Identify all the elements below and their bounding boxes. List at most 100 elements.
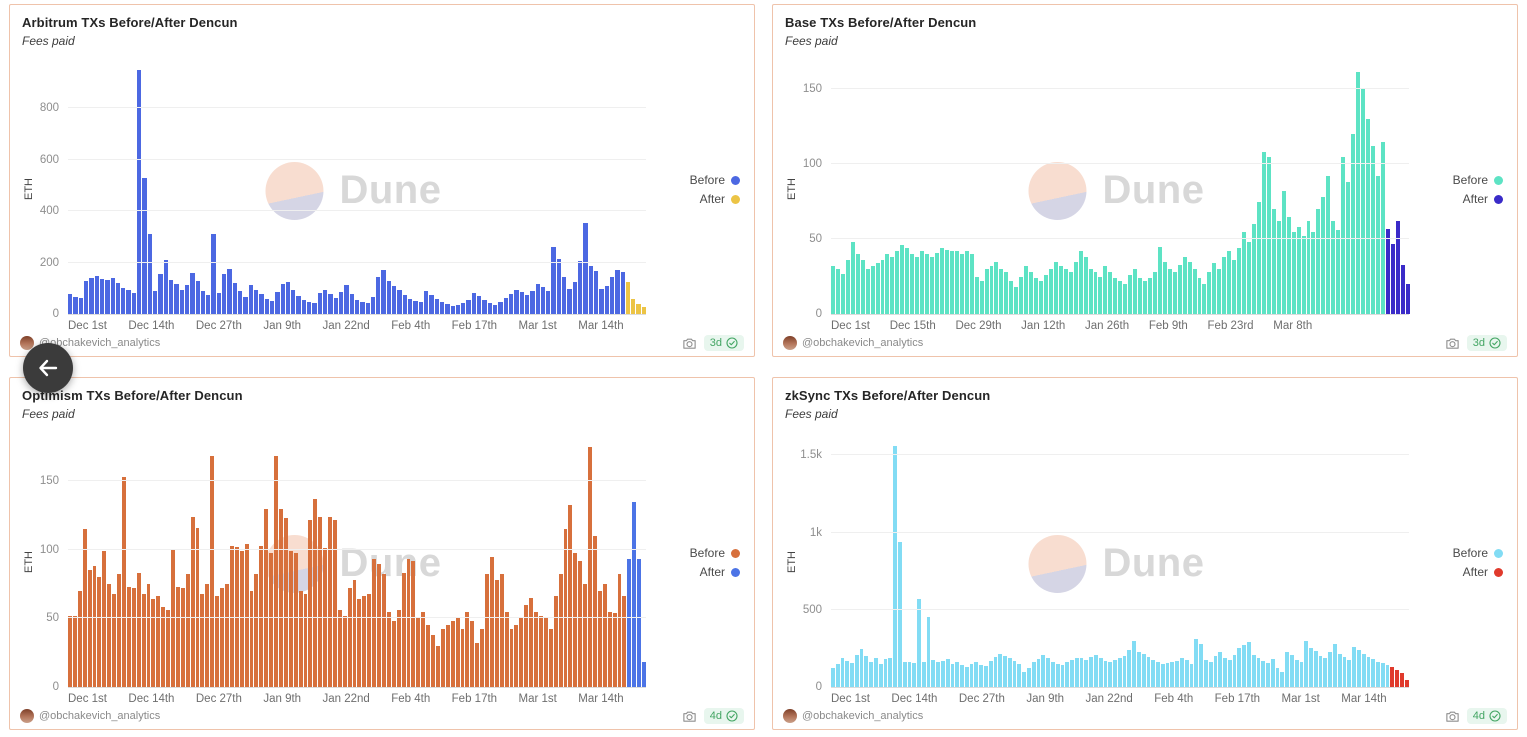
- bar-before[interactable]: [994, 261, 999, 314]
- bar-before[interactable]: [1098, 658, 1103, 687]
- bar-before[interactable]: [105, 280, 110, 314]
- bar-before[interactable]: [360, 301, 365, 314]
- bar-before[interactable]: [1328, 651, 1333, 687]
- bar-before[interactable]: [110, 277, 115, 314]
- bar-before[interactable]: [190, 516, 195, 687]
- bar-before[interactable]: [318, 516, 323, 687]
- bar-before[interactable]: [313, 499, 318, 687]
- bar-before[interactable]: [1251, 655, 1256, 687]
- bar-before[interactable]: [1301, 236, 1306, 314]
- bar-before[interactable]: [435, 645, 440, 687]
- bar-before[interactable]: [840, 273, 845, 314]
- bar-before[interactable]: [372, 559, 377, 687]
- bar-before[interactable]: [382, 574, 386, 687]
- bar-before[interactable]: [200, 291, 206, 314]
- bar-before[interactable]: [534, 611, 538, 687]
- bar-before[interactable]: [989, 266, 994, 314]
- bar-before[interactable]: [354, 299, 360, 314]
- bar-before[interactable]: [195, 281, 200, 314]
- bar-before[interactable]: [1103, 660, 1108, 687]
- bar-before[interactable]: [907, 662, 912, 687]
- bar-before[interactable]: [401, 573, 406, 687]
- bar-before[interactable]: [514, 625, 519, 687]
- bar-before[interactable]: [102, 551, 107, 687]
- bar-before[interactable]: [411, 560, 416, 687]
- bar-before[interactable]: [895, 251, 900, 314]
- bar-before[interactable]: [1337, 653, 1342, 687]
- bar-before[interactable]: [588, 266, 593, 314]
- bar-before[interactable]: [1165, 663, 1170, 687]
- bar-before[interactable]: [174, 283, 179, 314]
- bar-after[interactable]: [631, 299, 636, 314]
- bar-before[interactable]: [597, 590, 602, 687]
- bar-before[interactable]: [280, 283, 285, 314]
- bar-before[interactable]: [1286, 216, 1291, 314]
- bar-before[interactable]: [180, 588, 185, 687]
- bar-before[interactable]: [470, 621, 475, 687]
- bar-before[interactable]: [253, 289, 259, 314]
- bar-before[interactable]: [357, 599, 362, 687]
- bar-before[interactable]: [487, 303, 492, 314]
- bar-before[interactable]: [578, 261, 583, 314]
- bar-before[interactable]: [1003, 656, 1007, 687]
- bar-before[interactable]: [1132, 640, 1136, 687]
- bar-before[interactable]: [519, 292, 524, 314]
- bar-before[interactable]: [1199, 643, 1203, 687]
- bar-before[interactable]: [1146, 656, 1151, 687]
- bar-before[interactable]: [349, 293, 354, 314]
- bar-after[interactable]: [1405, 284, 1410, 314]
- bar-before[interactable]: [888, 657, 893, 687]
- bar-before[interactable]: [1361, 653, 1366, 687]
- bar-before[interactable]: [1128, 275, 1133, 314]
- bar-before[interactable]: [954, 251, 959, 314]
- bar-before[interactable]: [156, 596, 161, 687]
- bar-before[interactable]: [338, 292, 344, 314]
- bar-before[interactable]: [195, 527, 200, 687]
- bar-before[interactable]: [1189, 663, 1194, 687]
- bar-before[interactable]: [1089, 656, 1093, 687]
- bar-before[interactable]: [615, 269, 620, 314]
- bar-after[interactable]: [1390, 243, 1395, 314]
- bar-before[interactable]: [68, 293, 73, 314]
- bar-before[interactable]: [275, 292, 280, 314]
- bar-before[interactable]: [1108, 272, 1113, 314]
- bar-before[interactable]: [461, 303, 466, 314]
- bar-before[interactable]: [964, 666, 969, 687]
- bar-before[interactable]: [1380, 141, 1385, 314]
- bar-before[interactable]: [1294, 659, 1299, 687]
- legend-item-after[interactable]: After: [690, 565, 740, 579]
- bar-before[interactable]: [1326, 176, 1331, 314]
- bar-before[interactable]: [312, 302, 317, 314]
- bar-before[interactable]: [296, 296, 301, 314]
- bar-before[interactable]: [1073, 261, 1078, 314]
- bar-before[interactable]: [540, 286, 546, 314]
- bar-before[interactable]: [471, 293, 477, 314]
- bar-before[interactable]: [993, 656, 998, 687]
- bar-before[interactable]: [543, 618, 548, 687]
- bar-before[interactable]: [831, 668, 835, 687]
- bar-before[interactable]: [1170, 662, 1175, 687]
- bar-before[interactable]: [1352, 646, 1356, 687]
- bar-before[interactable]: [979, 281, 984, 314]
- bar-before[interactable]: [301, 299, 307, 314]
- refresh-badge[interactable]: 4d: [1466, 708, 1507, 724]
- bar-before[interactable]: [429, 295, 434, 314]
- bar-before[interactable]: [269, 301, 275, 314]
- bar-before[interactable]: [1318, 656, 1323, 687]
- bar-before[interactable]: [121, 477, 126, 687]
- legend-item-after[interactable]: After: [690, 192, 740, 206]
- bar-before[interactable]: [220, 588, 224, 687]
- bar-before[interactable]: [1053, 261, 1058, 314]
- bar-before[interactable]: [1117, 658, 1122, 687]
- bar-before[interactable]: [960, 665, 964, 687]
- bar-before[interactable]: [1331, 221, 1336, 314]
- bar-before[interactable]: [215, 596, 220, 687]
- bar-before[interactable]: [480, 629, 485, 687]
- bar-before[interactable]: [945, 659, 950, 687]
- bar-before[interactable]: [1380, 663, 1385, 687]
- bar-before[interactable]: [568, 504, 573, 687]
- bar-before[interactable]: [1242, 645, 1246, 687]
- bar-before[interactable]: [1270, 659, 1275, 687]
- bar-before[interactable]: [1103, 266, 1108, 314]
- bar-after[interactable]: [636, 304, 641, 314]
